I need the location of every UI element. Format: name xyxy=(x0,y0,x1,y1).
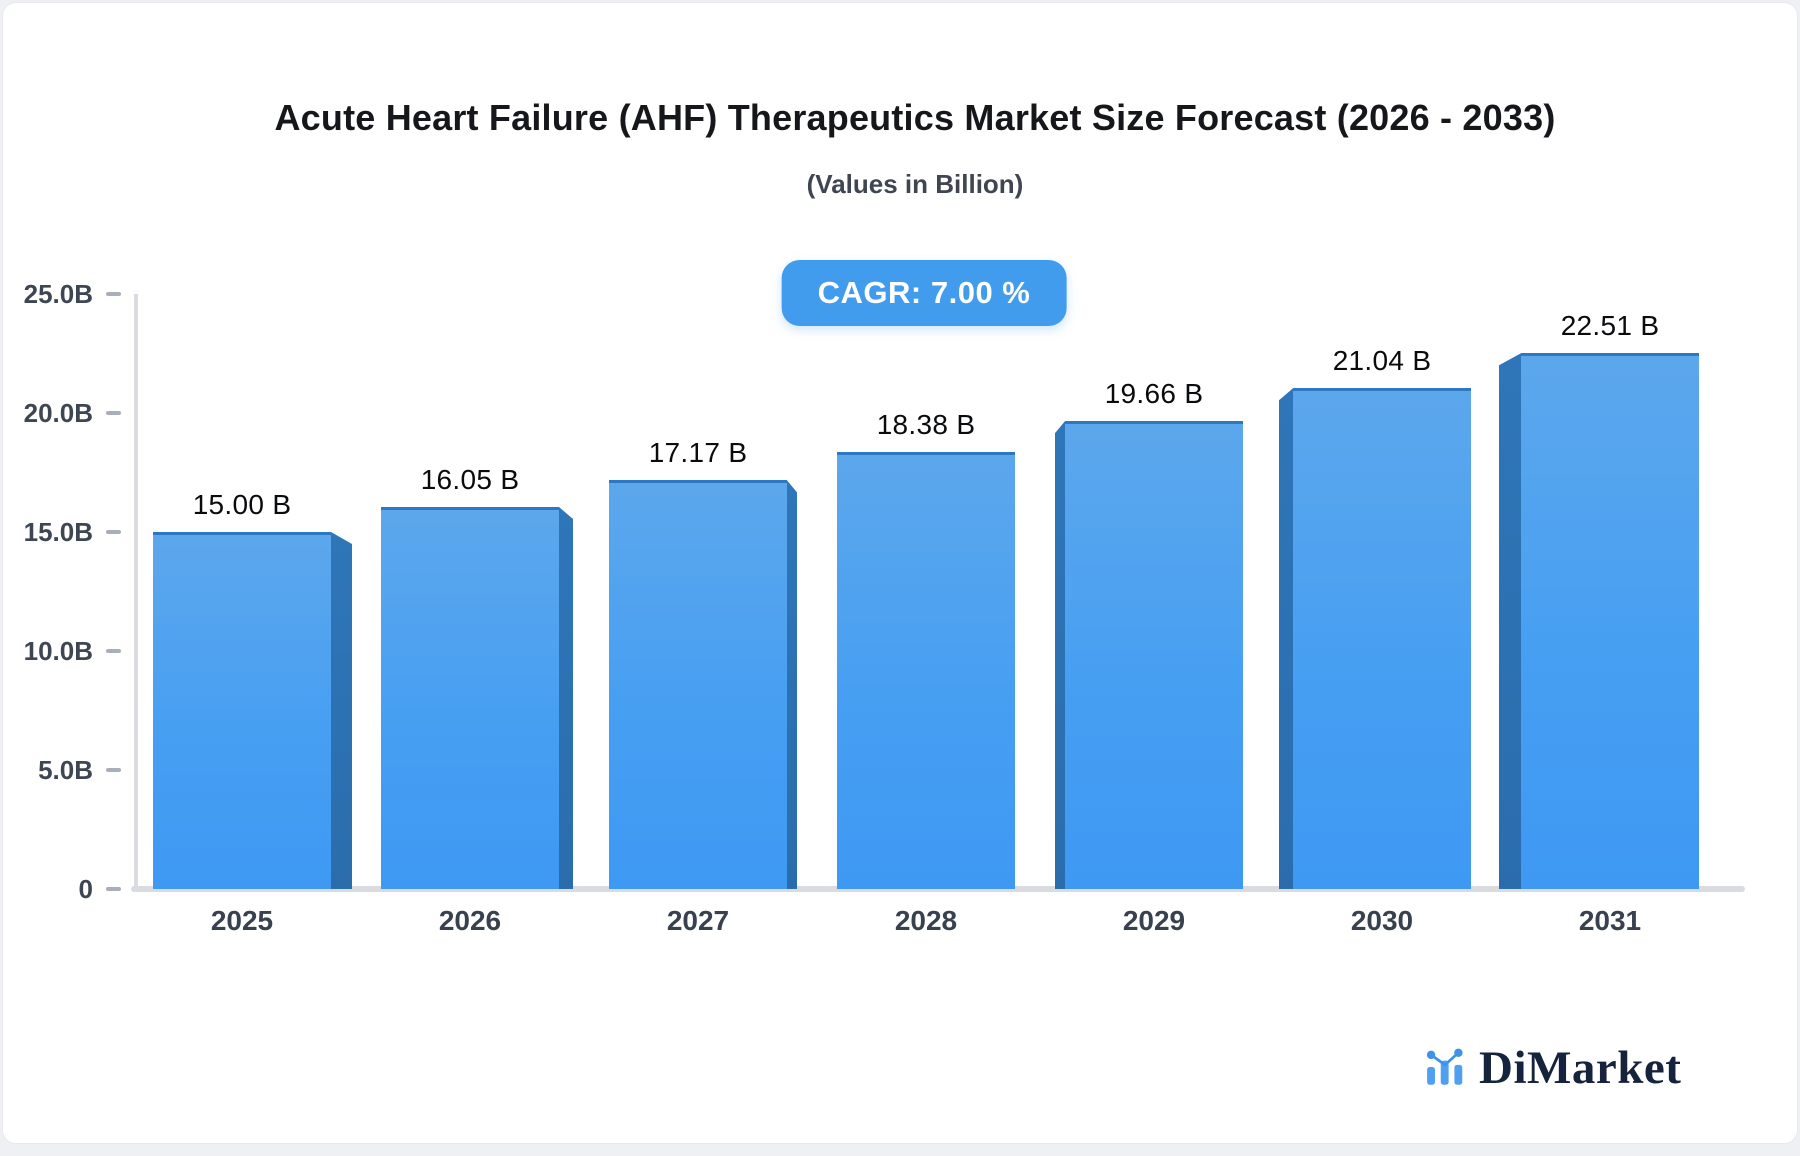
x-axis-label: 2025 xyxy=(210,905,274,936)
y-axis-tick xyxy=(106,887,121,891)
bar-chart: 0 5.0B 10.0B 15.0B 20.0B 25.0B 15.00 B 2025 16.0… xyxy=(3,3,1797,1143)
cagr-badge: CAGR: 7.00 % xyxy=(781,260,1067,326)
bar-side-face xyxy=(1055,421,1065,889)
bar-value-label: 17.17 B xyxy=(648,437,748,469)
bar-value-label: 16.05 B xyxy=(420,464,520,495)
x-axis-label: 2027 xyxy=(666,905,730,936)
chart-title: Acute Heart Failure (AHF) Therapeutics M… xyxy=(274,97,1556,138)
bar-side-face xyxy=(787,480,797,889)
x-axis-label: 2030 xyxy=(1350,905,1414,936)
y-axis-label: 5.0B xyxy=(38,755,93,785)
bar-side-face xyxy=(559,507,573,889)
y-axis-label: 0 xyxy=(78,874,93,904)
bar xyxy=(609,480,787,889)
bar-side-face xyxy=(1279,388,1293,889)
bar-value-label: 19.66 B xyxy=(1104,378,1204,410)
chart-subtitle: (Values in Billion) xyxy=(806,169,1024,199)
bar-side-face xyxy=(331,532,352,889)
x-axis-label: 2031 xyxy=(1578,905,1642,936)
y-axis-tick xyxy=(106,292,121,296)
bar-side-face xyxy=(1499,353,1521,889)
x-axis-label: 2026 xyxy=(438,905,502,936)
y-axis-tick xyxy=(106,530,121,534)
y-axis-tick xyxy=(106,649,121,653)
bar-chart-logo-icon xyxy=(1426,1048,1463,1085)
bar-value-label: 18.38 B xyxy=(876,408,976,440)
brand-name: DiMarket xyxy=(1479,1042,1682,1094)
y-axis-label: 20.0B xyxy=(23,398,93,428)
x-axis-label: 2029 xyxy=(1122,905,1186,936)
x-axis-label: 2028 xyxy=(894,905,958,936)
bar xyxy=(1065,421,1243,889)
bar xyxy=(1521,353,1699,889)
bar-value-label: 15.00 B xyxy=(192,489,292,520)
bar xyxy=(1293,388,1471,889)
y-axis-line xyxy=(134,294,138,892)
x-axis-line xyxy=(131,886,1745,892)
bar xyxy=(381,507,559,889)
bar-value-label: 21.04 B xyxy=(1332,345,1432,377)
bar xyxy=(837,451,1015,889)
y-axis-tick xyxy=(106,768,121,772)
bar xyxy=(153,532,331,889)
brand-logo: DiMarket xyxy=(1425,1041,1681,1095)
bar-value-label: 22.51 B xyxy=(1560,310,1660,342)
y-axis-label: 15.0B xyxy=(23,517,93,547)
y-axis-label: 10.0B xyxy=(23,636,93,666)
y-axis-label: 25.0B xyxy=(23,279,93,309)
y-axis-tick xyxy=(106,411,121,415)
